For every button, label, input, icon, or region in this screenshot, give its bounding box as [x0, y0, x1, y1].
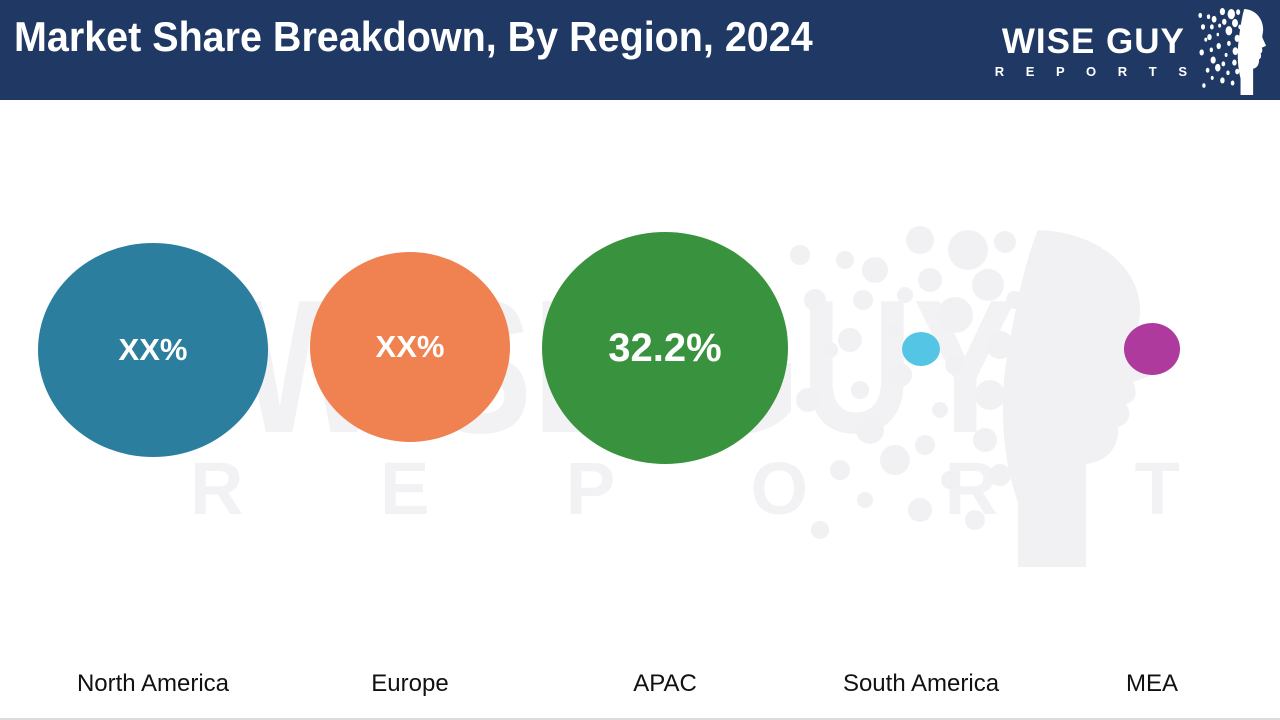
watermark-face-icon [790, 226, 1156, 567]
page-title: Market Share Breakdown, By Region, 2024 [14, 13, 813, 60]
chart-area: WISE GUY R E P O R T S XX%XX%32.2% North… [0, 100, 1280, 718]
bubble-mea [1124, 323, 1180, 375]
wiseguy-face-icon [1198, 8, 1267, 95]
wiseguy-logo: WISE GUY R E P O R T S [991, 6, 1272, 96]
watermark-subtitle: R E P O R T S [190, 447, 1280, 530]
bubble-apac: 32.2% [542, 232, 788, 464]
category-label-north-america: North America [76, 670, 230, 697]
bubble-value-label: 32.2% [608, 325, 722, 370]
header-bar: Market Share Breakdown, By Region, 2024 … [0, 0, 1280, 100]
bubble-europe: XX% [310, 252, 510, 442]
logo-subtitle: R E P O R T S [994, 63, 1196, 79]
category-label-europe: Europe [371, 670, 449, 697]
category-label-mea: MEA [1125, 670, 1178, 697]
bubble-south-america [902, 332, 940, 366]
bubble-value-label: XX% [375, 329, 445, 364]
bubble-value-label: XX% [118, 332, 188, 367]
category-label-apac: APAC [633, 670, 697, 697]
category-label-south-america: South America [842, 670, 1000, 697]
wiseguy-logo-text: WISE GUY R E P O R T S [991, 24, 1196, 79]
bubble-north-america: XX% [38, 243, 268, 457]
logo-wordmark: WISE GUY [1001, 21, 1185, 61]
